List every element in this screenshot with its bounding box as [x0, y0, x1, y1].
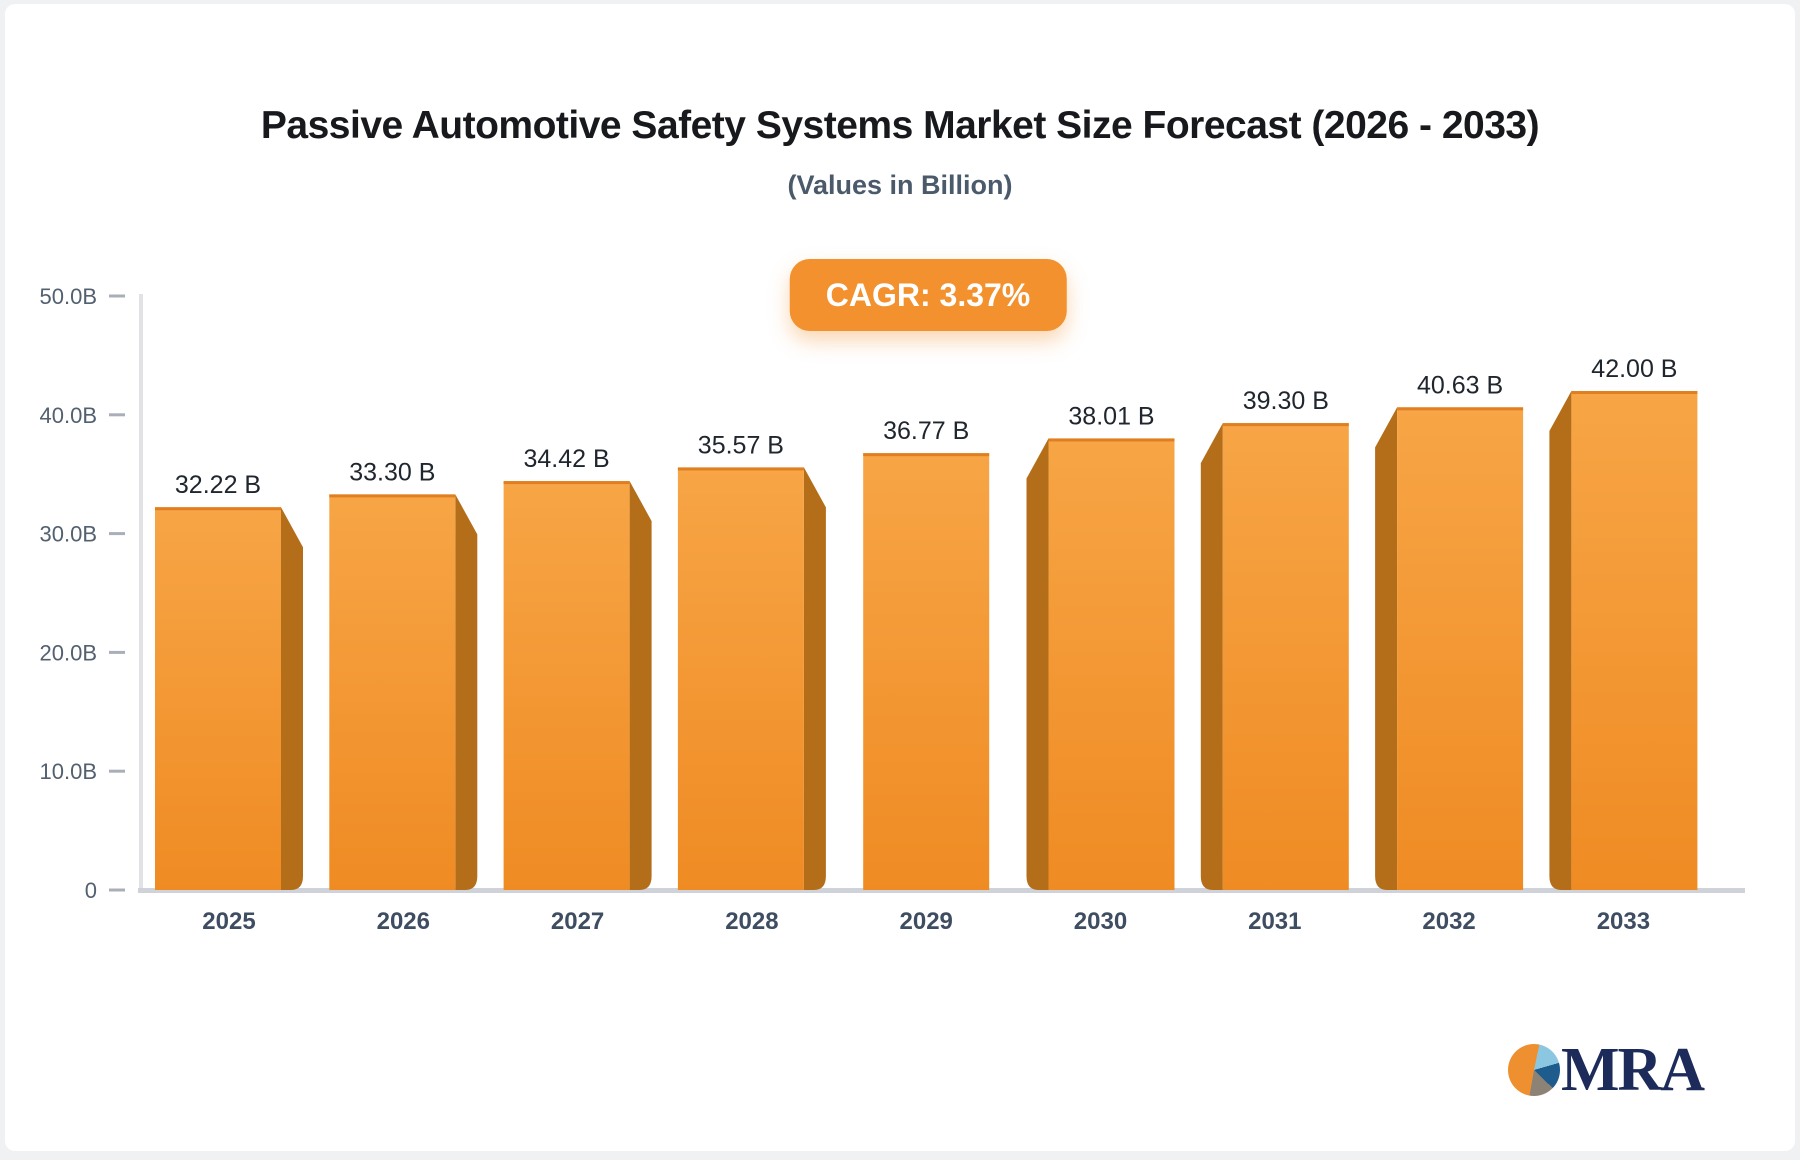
labels-layer: 32.22 B 2025 33.30 B 2026 34.42 B 2027 35.57 B… [175, 355, 1678, 935]
x-axis-line [138, 888, 1745, 893]
bar-value-label: 39.30 B [1243, 387, 1329, 415]
bar-2032[interactable] [1375, 407, 1524, 890]
bar-2033[interactable] [1549, 391, 1698, 890]
mra-logo: MRA [1508, 1036, 1705, 1104]
y-axis-tick [109, 769, 125, 773]
bar-side-face [1549, 391, 1572, 890]
bar-2030[interactable] [1026, 438, 1175, 890]
axis-layer: 0 10.0B 20.0B 30.0B 40.0B 50.0B [40, 284, 1745, 903]
y-axis-label: 10.0B [40, 759, 98, 784]
bar-top-edge [1222, 423, 1349, 427]
bar-front-face [1397, 407, 1524, 890]
bars-layer [155, 391, 1698, 890]
bar-value-label: 38.01 B [1068, 402, 1154, 430]
y-axis-label: 30.0B [40, 522, 98, 547]
bar-top-edge [677, 467, 804, 471]
bar-value-label: 32.22 B [175, 471, 261, 499]
bar-2028[interactable] [677, 467, 826, 890]
bar-top-edge [863, 453, 990, 457]
bar-2029[interactable] [863, 453, 990, 890]
x-axis-label: 2029 [900, 908, 953, 935]
y-axis-label: 20.0B [40, 640, 98, 665]
mra-logo-text: MRA [1561, 1036, 1705, 1104]
y-axis-tick [109, 888, 125, 892]
y-axis-tick [109, 532, 125, 536]
bar-side-face [455, 494, 478, 890]
y-axis-tick [109, 650, 125, 654]
x-axis-label: 2028 [725, 908, 778, 935]
bar-value-label: 33.30 B [349, 458, 435, 486]
x-axis-label: 2026 [377, 908, 430, 935]
x-axis-label: 2032 [1422, 908, 1475, 935]
bar-front-face [677, 467, 804, 890]
bar-2026[interactable] [329, 494, 478, 890]
mra-logo-pie-icon [1508, 1044, 1560, 1096]
y-axis-label: 0 [85, 878, 97, 903]
bar-value-label: 34.42 B [524, 445, 610, 473]
bar-top-edge [1048, 438, 1175, 442]
chart-card: Passive Automotive Safety Systems Market… [5, 4, 1795, 1151]
bar-front-face [1222, 423, 1349, 890]
bar-value-label: 40.63 B [1417, 371, 1503, 399]
bar-2031[interactable] [1200, 423, 1349, 890]
y-axis-label: 50.0B [40, 284, 98, 309]
bar-side-face [629, 481, 652, 890]
bar-front-face [155, 507, 281, 890]
bar-side-face [1375, 407, 1398, 890]
y-axis-line [139, 294, 143, 892]
bar-front-face [1048, 438, 1175, 890]
bar-value-label: 42.00 B [1591, 355, 1677, 383]
bar-chart: 0 10.0B 20.0B 30.0B 40.0B 50.0B 32.22 B 2025 33… [40, 284, 1745, 935]
x-axis-label: 2031 [1248, 908, 1301, 935]
bar-front-face [329, 494, 456, 890]
bar-top-edge [503, 481, 630, 485]
bar-front-face [1571, 391, 1698, 890]
bar-front-face [503, 481, 630, 890]
cagr-badge: CAGR: 3.37% [789, 259, 1067, 331]
chart-subtitle: (Values in Billion) [787, 170, 1013, 200]
bar-value-label: 36.77 B [883, 417, 969, 445]
bar-top-edge [1571, 391, 1698, 395]
bar-top-edge [1397, 407, 1524, 411]
bar-top-edge [155, 507, 281, 511]
bar-front-face [863, 453, 990, 890]
chart-title: Passive Automotive Safety Systems Market… [260, 104, 1540, 147]
bar-top-edge [329, 494, 456, 498]
bar-2025[interactable] [155, 507, 303, 890]
x-axis-label: 2030 [1074, 908, 1127, 935]
bar-2027[interactable] [503, 481, 652, 890]
bar-value-label: 35.57 B [698, 431, 784, 459]
y-axis-tick [109, 294, 125, 298]
bar-side-face [1026, 438, 1049, 890]
bar-side-face [1200, 423, 1223, 890]
bar-side-face [803, 467, 826, 890]
x-axis-label: 2025 [202, 908, 255, 935]
x-axis-label: 2027 [551, 908, 604, 935]
y-axis-tick [109, 413, 125, 417]
y-axis-label: 40.0B [40, 403, 98, 428]
bar-side-face [281, 507, 303, 890]
x-axis-label: 2033 [1597, 908, 1650, 935]
